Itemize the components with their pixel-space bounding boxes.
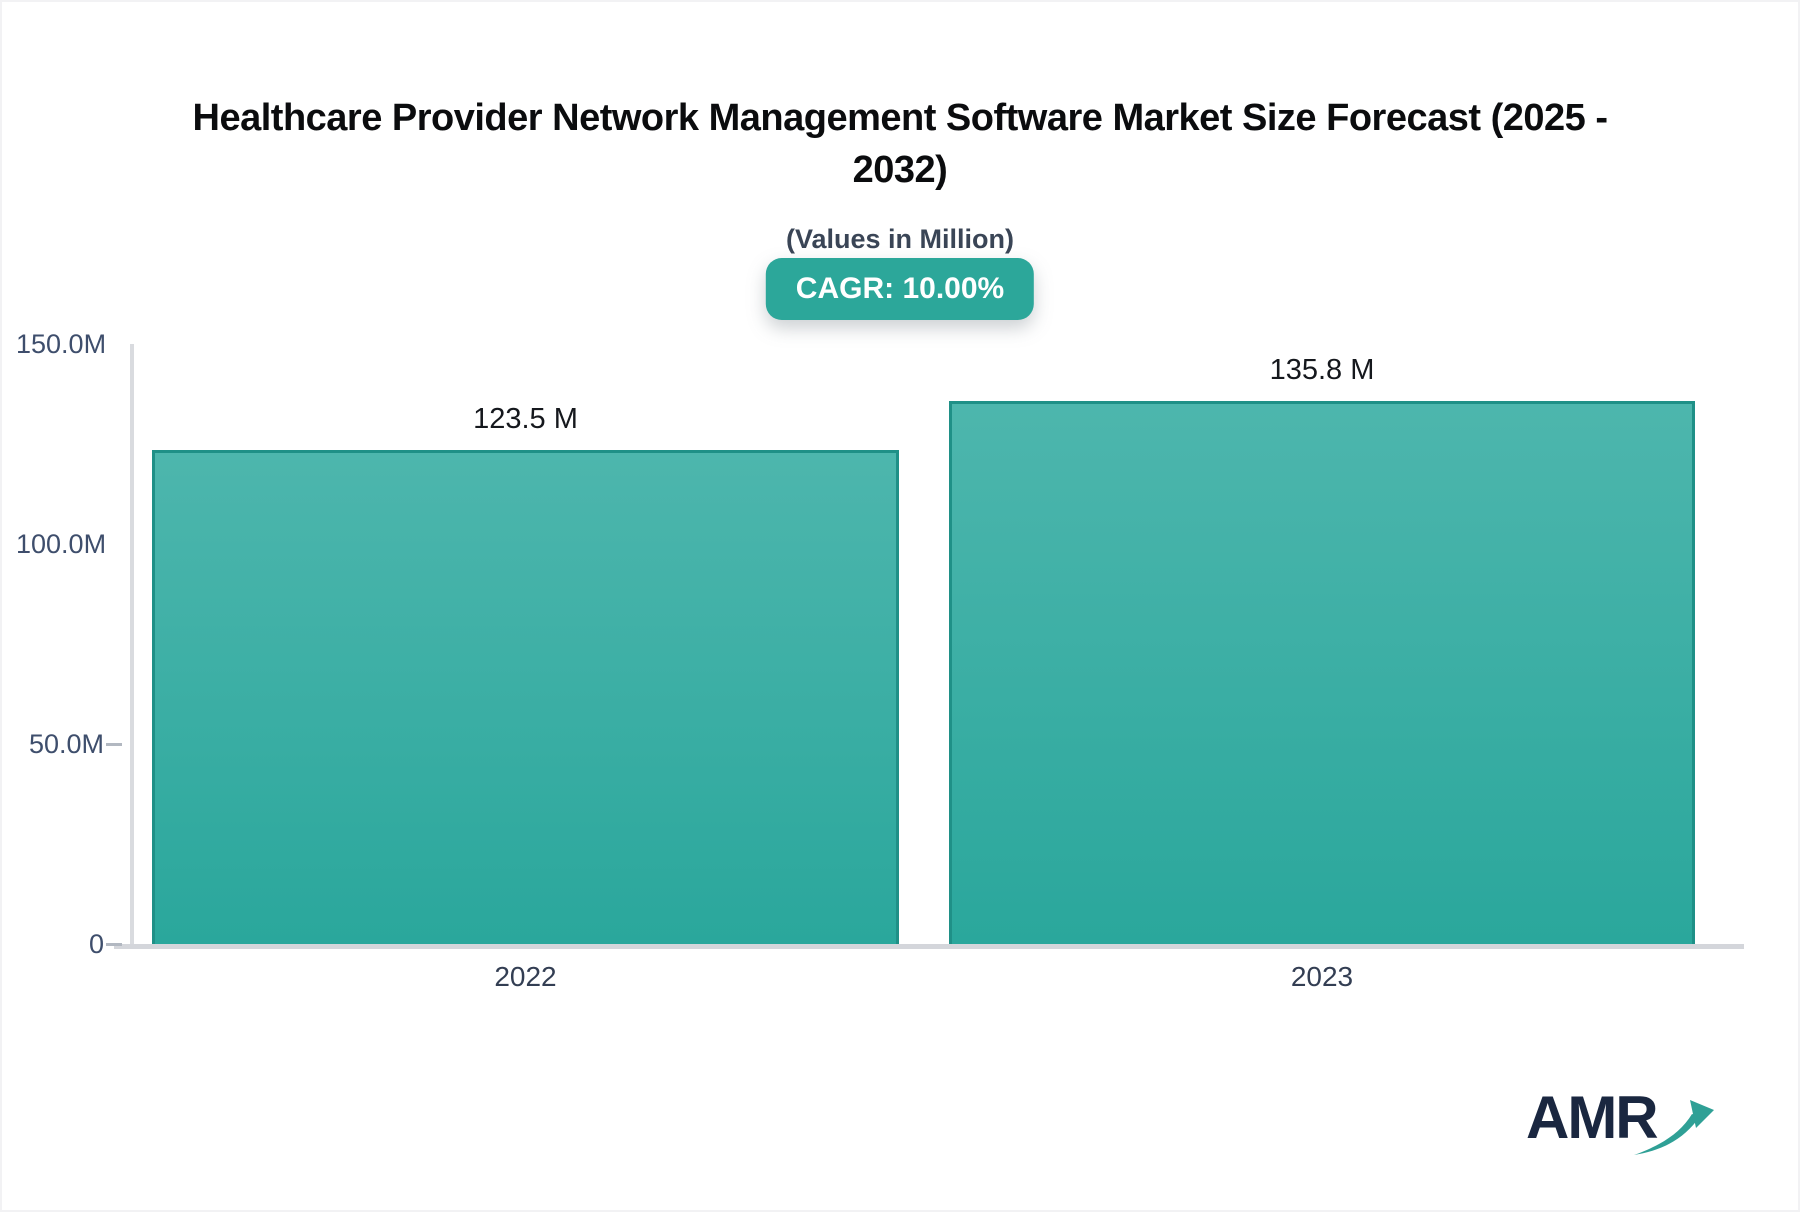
bar-2023	[949, 400, 1695, 944]
x-category-label: 2022	[494, 961, 557, 992]
bar-2022	[152, 450, 899, 944]
bar-value-label: 135.8 M	[1269, 353, 1375, 386]
chart-subtitle: (Values in Million)	[785, 224, 1015, 254]
x-category-label: 2023	[1290, 961, 1354, 992]
amr-logo: AMR	[1526, 1088, 1716, 1158]
cagr-badge: CAGR: 10.00%	[765, 258, 1035, 320]
x-axis-line	[114, 944, 1744, 949]
chart-title: Healthcare Provider Network Management S…	[2, 92, 1798, 196]
amr-logo-text: AMR	[1526, 1084, 1659, 1151]
y-tick-mark	[106, 943, 122, 946]
y-tick-label: 50.0M	[28, 729, 104, 759]
y-tick-label: 0	[88, 929, 104, 959]
y-tick-label: 150.0M	[16, 329, 107, 359]
growth-arrow-icon	[1634, 1100, 1714, 1155]
chart-title-line2: 2032)	[852, 149, 948, 191]
chart-title-line1: Healthcare Provider Network Management S…	[192, 97, 1608, 139]
y-axis-line	[130, 344, 134, 948]
y-tick-label: 100.0M	[16, 529, 107, 559]
bar-value-label: 123.5 M	[473, 403, 578, 435]
y-tick-mark	[106, 743, 122, 746]
